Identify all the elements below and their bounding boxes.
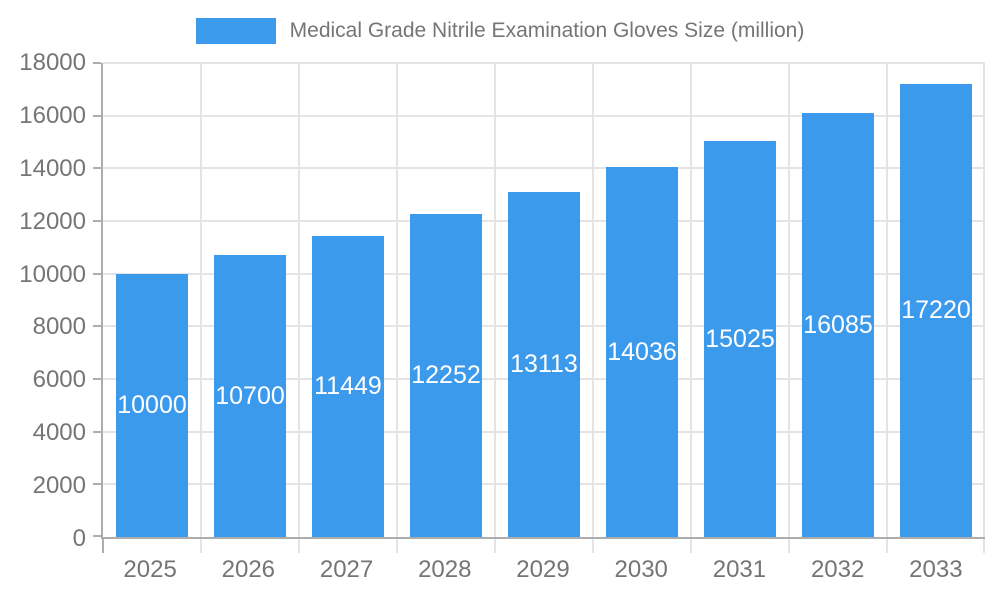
x-axis-tick	[983, 539, 985, 553]
bar-value-label: 13113	[510, 349, 578, 378]
gridline-vertical	[395, 63, 398, 537]
legend-swatch	[195, 18, 276, 44]
x-tick-label: 2030	[614, 556, 668, 583]
y-axis-tick	[93, 325, 101, 328]
gridline-vertical	[493, 63, 496, 537]
gridline-horizontal	[103, 114, 985, 117]
x-axis-tick	[788, 539, 790, 553]
y-tick-label: 12000	[19, 207, 86, 235]
bar: 10000	[116, 273, 188, 537]
bar: 17220	[900, 83, 972, 537]
x-tick-label: 2028	[418, 556, 472, 583]
legend-item[interactable]: Medical Grade Nitrile Examination Gloves…	[195, 18, 805, 44]
bar-value-label: 10700	[215, 381, 285, 410]
y-axis-tick	[93, 272, 101, 275]
x-tick-label: 2029	[516, 556, 570, 583]
x-axis-tick	[395, 539, 398, 553]
x-axis-tick	[199, 539, 202, 553]
x-tick-label: 2031	[712, 556, 767, 583]
bar-value-label: 12252	[411, 361, 481, 390]
bar: 10700	[214, 255, 286, 537]
y-axis-tick	[93, 430, 101, 433]
bar-value-label: 16085	[803, 310, 873, 339]
y-tick-label: 0	[72, 525, 86, 552]
x-tick-label: 2033	[909, 556, 963, 583]
x-tick-label: 2026	[221, 556, 276, 583]
bar-column: 11449	[299, 63, 397, 537]
gridline-vertical	[199, 63, 202, 537]
gridline-vertical	[885, 63, 888, 537]
y-tick-label: 8000	[32, 313, 86, 341]
y-tick-label: 6000	[32, 366, 86, 394]
bar: 14036	[606, 167, 678, 537]
x-axis-tick	[885, 539, 888, 553]
bar-column: 12252	[397, 63, 495, 537]
y-tick-label: 16000	[19, 101, 86, 129]
bar: 16085	[802, 113, 874, 537]
bar-value-label: 15025	[705, 324, 775, 353]
bar: 13113	[508, 191, 580, 537]
bar: 15025	[704, 141, 776, 537]
y-axis-tick	[93, 377, 101, 380]
y-tick-label: 10000	[19, 260, 86, 288]
bars-row: 10000 10700 11449 12252 13113 14036 15025 16085…	[103, 63, 985, 537]
gridline-vertical	[788, 63, 790, 537]
bar: 12252	[410, 214, 482, 537]
bar-column: 10700	[201, 63, 299, 537]
x-tick-label: 2027	[319, 556, 374, 583]
x-axis-tick	[689, 539, 692, 553]
bar-value-label: 10000	[117, 390, 187, 419]
bar-value-label: 14036	[607, 337, 677, 366]
bar-column: 15025	[691, 63, 789, 537]
x-axis-labels: 2025 2026 2027 2028 2029 2030 2031 2032 2033	[101, 556, 985, 584]
bar: 11449	[312, 235, 384, 537]
y-tick-label: 4000	[32, 419, 86, 447]
gridline-vertical	[689, 63, 692, 537]
y-axis-labels: 0 2000 4000 6000 8000 10000 12000 14000 16000 180…	[0, 49, 86, 552]
y-axis-tick	[93, 535, 101, 537]
x-axis-tick	[493, 539, 496, 553]
plot-area: 10000 10700 11449 12252 13113 14036 15025 16085…	[93, 62, 985, 553]
y-tick-label: 14000	[19, 154, 86, 182]
legend-label: Medical Grade Nitrile Examination Gloves…	[289, 19, 805, 42]
gridline-horizontal	[103, 62, 985, 64]
x-tick-label: 2025	[123, 556, 177, 583]
bar-column: 17220	[887, 63, 985, 537]
y-tick-label: 2000	[32, 472, 86, 500]
y-axis-tick	[93, 483, 101, 486]
x-axis-tick	[102, 539, 104, 553]
bar-column: 10000	[103, 63, 201, 537]
bar-column: 16085	[789, 63, 887, 537]
y-axis-tick	[93, 114, 101, 117]
gridline-vertical	[297, 63, 300, 537]
y-axis-tick	[93, 62, 101, 64]
x-tick-label: 2032	[810, 556, 865, 583]
y-axis-tick	[93, 167, 101, 170]
x-axis-tick	[592, 539, 594, 553]
bar-value-label: 11449	[314, 371, 382, 400]
bar-column: 14036	[593, 63, 691, 537]
x-axis-tick	[297, 539, 300, 553]
gridline-vertical	[592, 63, 594, 537]
bar-column: 13113	[495, 63, 593, 537]
gridline-horizontal	[103, 167, 985, 170]
y-tick-label: 18000	[19, 49, 86, 76]
gridline-vertical	[983, 63, 985, 537]
bar-value-label: 17220	[901, 295, 971, 324]
chart-legend: Medical Grade Nitrile Examination Gloves…	[0, 18, 1000, 44]
y-axis-tick	[93, 219, 101, 222]
